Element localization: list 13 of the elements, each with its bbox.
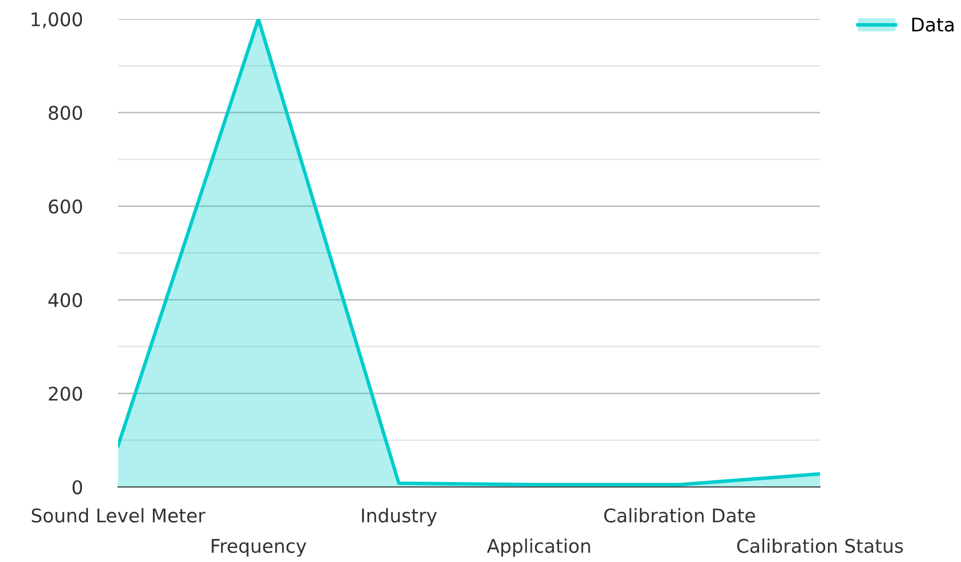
x-tick-label: Calibration Date (604, 508, 755, 523)
y-tick-label: 1,000 (32, 12, 82, 28)
y-tick-label: 0 (72, 480, 82, 494)
x-tick-label: Calibration Status (737, 538, 903, 553)
x-tick-label: Sound Level Meter (32, 508, 206, 523)
y-tick-label: 800 (48, 106, 82, 120)
y-tick-label: 200 (48, 386, 82, 401)
legend-label: Data (912, 18, 954, 32)
y-tick-label: 400 (48, 293, 82, 308)
x-tick-label: Frequency (212, 539, 306, 557)
y-tick-label: 600 (48, 199, 82, 214)
x-tick-label: Application (486, 538, 590, 557)
x-tick-label: Industry (362, 508, 437, 526)
